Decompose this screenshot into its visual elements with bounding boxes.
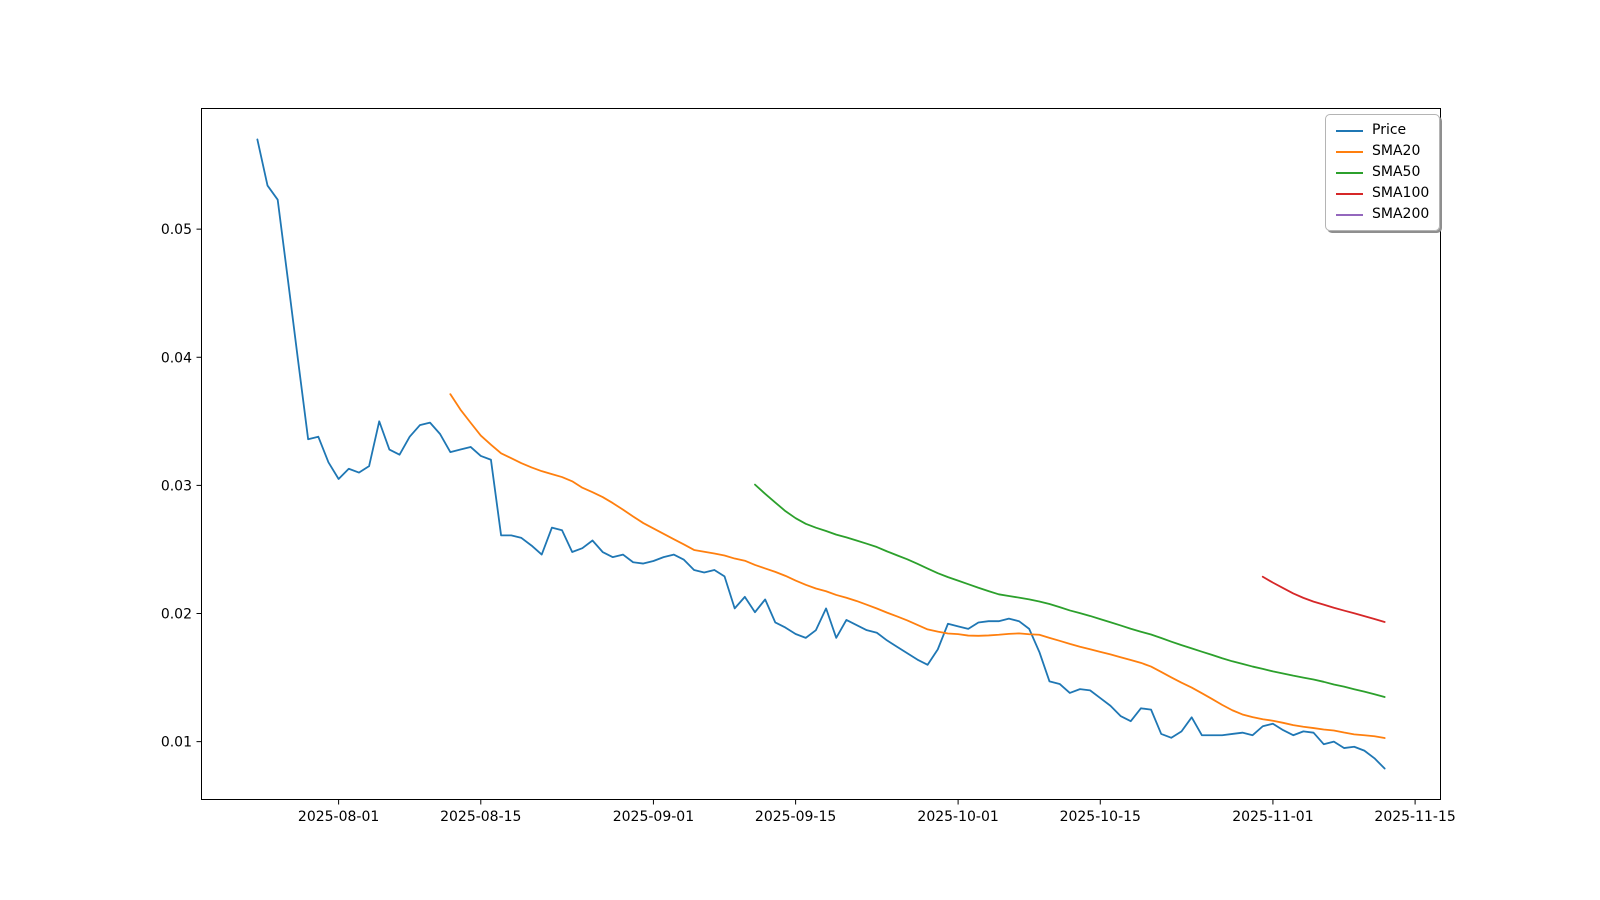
y-tick-label: 0.05 (161, 222, 192, 238)
legend-item-sma200: SMA200 (1336, 207, 1429, 222)
sma20-line-swatch (1336, 150, 1363, 153)
legend: Price SMA20 SMA50 SMA100 SMA200 (1325, 114, 1441, 231)
x-tick-label: 2025-08-15 (440, 809, 521, 825)
legend-item-price: Price (1336, 123, 1429, 138)
series-line-price (256, 138, 1386, 770)
sma100-line-swatch (1336, 192, 1363, 195)
x-tick-label: 2025-09-15 (755, 809, 836, 825)
sma200-line-swatch (1336, 213, 1363, 216)
legend-item-sma100: SMA100 (1336, 186, 1429, 201)
x-tick-label: 2025-10-15 (1060, 809, 1141, 825)
series-line-sma100 (1261, 575, 1386, 623)
series-line-sma20 (449, 393, 1386, 739)
x-tick-label: 2025-10-01 (917, 809, 998, 825)
y-tick-label: 0.04 (161, 350, 192, 366)
x-tick-label: 2025-09-01 (613, 809, 694, 825)
plot-frame (201, 108, 1441, 800)
y-tick-label: 0.01 (161, 735, 192, 751)
legend-label-price: Price (1372, 122, 1407, 138)
legend-label-sma20: SMA20 (1372, 143, 1421, 159)
legend-item-sma50: SMA50 (1336, 165, 1429, 180)
legend-label-sma200: SMA200 (1372, 206, 1430, 222)
y-tick-label: 0.02 (161, 607, 192, 623)
legend-label-sma50: SMA50 (1372, 164, 1421, 180)
legend-label-sma100: SMA100 (1372, 185, 1430, 201)
x-tick-label: 2025-11-01 (1232, 809, 1313, 825)
x-tick-label: 2025-08-01 (298, 809, 379, 825)
sma50-line-swatch (1336, 171, 1363, 174)
x-tick-label: 2025-11-15 (1374, 809, 1455, 825)
legend-item-sma20: SMA20 (1336, 144, 1429, 159)
y-tick-label: 0.03 (161, 478, 192, 494)
series-line-sma50 (754, 483, 1386, 698)
price-line-swatch (1336, 129, 1363, 132)
